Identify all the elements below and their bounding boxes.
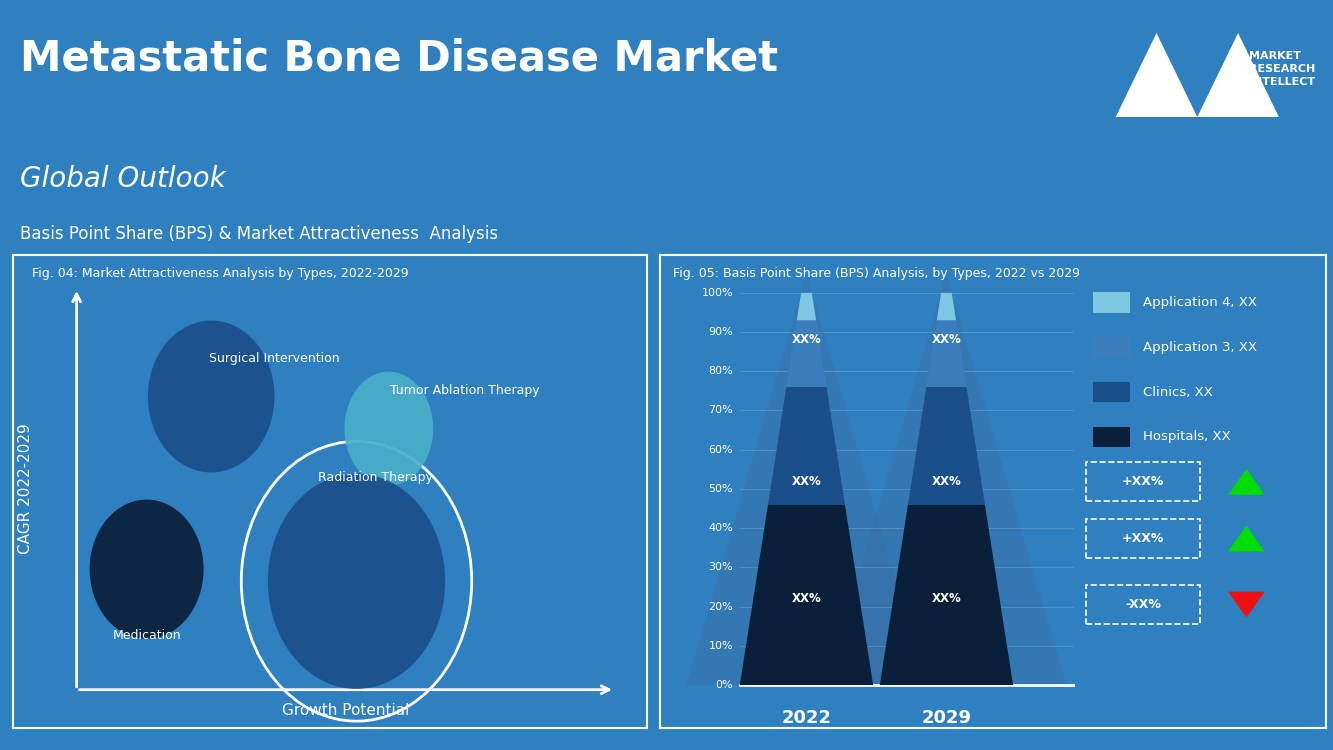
- Bar: [1093, 337, 1130, 358]
- Text: 60%: 60%: [709, 445, 733, 454]
- Text: Tumor Ablation Therapy: Tumor Ablation Therapy: [391, 384, 540, 398]
- Text: 2029: 2029: [921, 709, 972, 727]
- Text: CAGR 2022-2029: CAGR 2022-2029: [19, 424, 33, 554]
- Text: 0%: 0%: [716, 680, 733, 690]
- Ellipse shape: [89, 500, 204, 639]
- Text: XX%: XX%: [932, 475, 961, 488]
- Text: Clinics, XX: Clinics, XX: [1144, 386, 1213, 398]
- Text: Application 4, XX: Application 4, XX: [1144, 296, 1257, 309]
- Bar: [1093, 427, 1130, 447]
- Polygon shape: [740, 505, 873, 685]
- Text: XX%: XX%: [932, 592, 961, 605]
- Text: 30%: 30%: [709, 562, 733, 572]
- Text: XX%: XX%: [792, 475, 821, 488]
- Text: Global Outlook: Global Outlook: [20, 165, 225, 193]
- Text: Surgical Intervention: Surgical Intervention: [209, 352, 340, 365]
- Text: 90%: 90%: [708, 327, 733, 337]
- Polygon shape: [826, 274, 1066, 685]
- Polygon shape: [797, 292, 816, 320]
- Text: 20%: 20%: [708, 602, 733, 611]
- Polygon shape: [908, 387, 985, 505]
- Polygon shape: [768, 387, 845, 505]
- Polygon shape: [937, 292, 956, 320]
- Text: 100%: 100%: [701, 288, 733, 298]
- Polygon shape: [1228, 469, 1265, 495]
- Bar: [1093, 292, 1130, 313]
- Text: Radiation Therapy: Radiation Therapy: [319, 471, 433, 484]
- Text: 80%: 80%: [708, 366, 733, 376]
- Text: Fig. 04: Market Attractiveness Analysis by Types, 2022-2029: Fig. 04: Market Attractiveness Analysis …: [32, 267, 409, 280]
- Ellipse shape: [148, 320, 275, 472]
- Text: -XX%: -XX%: [1125, 598, 1161, 611]
- Text: XX%: XX%: [792, 592, 821, 605]
- Text: Metastatic Bone Disease Market: Metastatic Bone Disease Market: [20, 38, 778, 80]
- Bar: [1093, 382, 1130, 403]
- Polygon shape: [1197, 33, 1278, 117]
- Polygon shape: [926, 320, 966, 387]
- Text: XX%: XX%: [792, 333, 821, 346]
- Text: 10%: 10%: [709, 640, 733, 651]
- Polygon shape: [686, 274, 926, 685]
- Text: Application 3, XX: Application 3, XX: [1144, 340, 1257, 354]
- Polygon shape: [1228, 592, 1265, 618]
- Text: 40%: 40%: [708, 523, 733, 533]
- Text: +XX%: +XX%: [1122, 476, 1164, 488]
- Ellipse shape: [268, 474, 445, 688]
- Ellipse shape: [344, 372, 433, 485]
- Text: Fig. 05: Basis Point Share (BPS) Analysis, by Types, 2022 vs 2029: Fig. 05: Basis Point Share (BPS) Analysi…: [673, 267, 1080, 280]
- Text: XX%: XX%: [932, 333, 961, 346]
- Text: Hospitals, XX: Hospitals, XX: [1144, 430, 1230, 443]
- Text: 50%: 50%: [709, 484, 733, 494]
- Text: +XX%: +XX%: [1122, 532, 1164, 545]
- Text: MARKET
RESEARCH
INTELLECT: MARKET RESEARCH INTELLECT: [1249, 51, 1316, 87]
- Polygon shape: [786, 320, 826, 387]
- Polygon shape: [1116, 33, 1197, 117]
- Polygon shape: [1228, 526, 1265, 551]
- Text: 2022: 2022: [781, 709, 832, 727]
- Polygon shape: [880, 505, 1013, 685]
- Text: Basis Point Share (BPS) & Market Attractiveness  Analysis: Basis Point Share (BPS) & Market Attract…: [20, 225, 499, 243]
- Text: 70%: 70%: [708, 406, 733, 416]
- Text: Medication: Medication: [112, 628, 181, 642]
- Text: Growth Potential: Growth Potential: [283, 703, 409, 718]
